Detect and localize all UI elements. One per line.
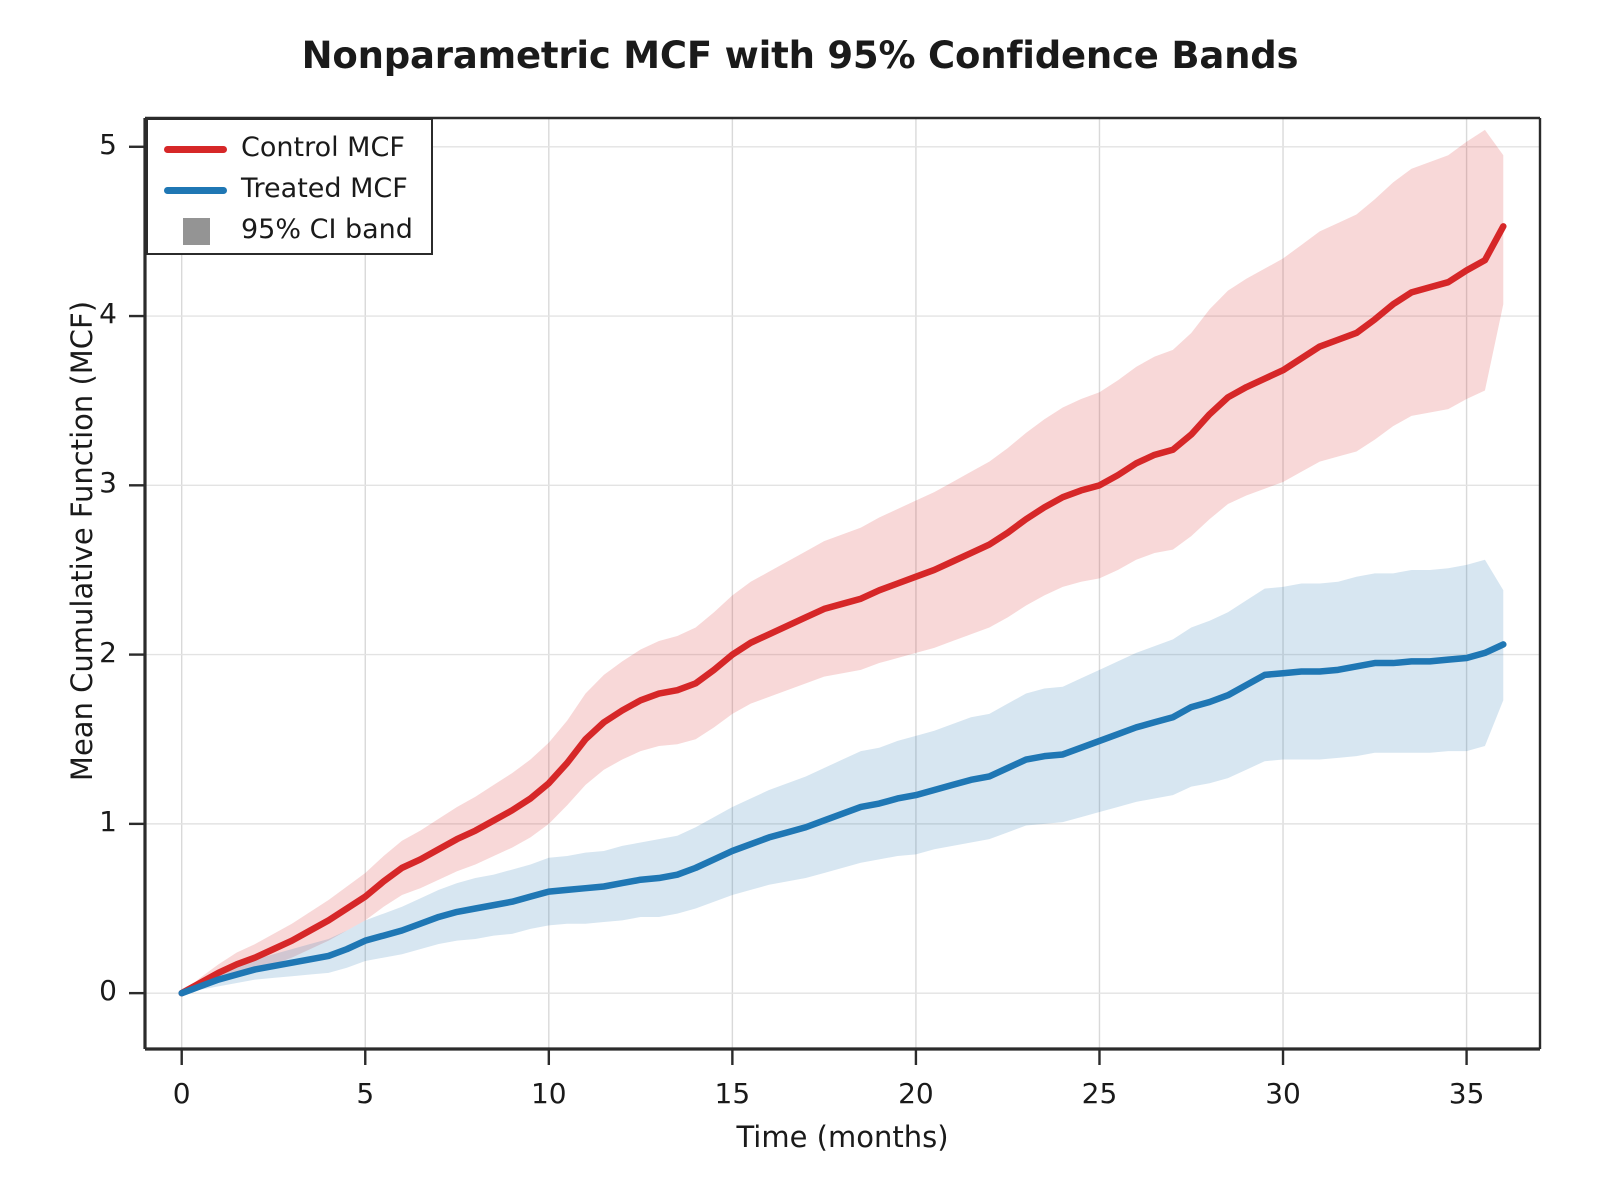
legend-patch-swatch bbox=[183, 218, 210, 245]
x-axis-label: Time (months) bbox=[736, 1120, 949, 1154]
x-tick-label: 5 bbox=[356, 1077, 375, 1110]
x-tick-label: 35 bbox=[1448, 1077, 1485, 1110]
x-tick-label: 25 bbox=[1081, 1077, 1118, 1110]
chart-title: Nonparametric MCF with 95% Confidence Ba… bbox=[301, 34, 1299, 77]
confidence-band bbox=[181, 559, 1504, 994]
y-tick-label: 5 bbox=[99, 127, 117, 161]
series-line bbox=[178, 223, 1507, 997]
plot-background bbox=[145, 118, 1540, 1049]
x-tick-label: 20 bbox=[898, 1077, 934, 1110]
chart-legend: Control MCF Treated MCF 95% CI band bbox=[146, 118, 433, 255]
x-tick-label: 15 bbox=[714, 1077, 751, 1110]
x-tick-label: 10 bbox=[530, 1077, 567, 1110]
legend-label: Treated MCF bbox=[241, 173, 408, 204]
y-tick-label: 1 bbox=[99, 804, 117, 838]
x-tick-label: 0 bbox=[172, 1077, 191, 1110]
legend-item[interactable]: Control MCF bbox=[148, 128, 435, 170]
x-tick-label: 30 bbox=[1265, 1077, 1301, 1110]
legend-label: Control MCF bbox=[241, 132, 405, 163]
y-tick-label: 0 bbox=[99, 974, 117, 1008]
y-tick-label: 2 bbox=[99, 635, 117, 669]
y-tick-label: 4 bbox=[99, 297, 117, 331]
legend-line-swatch bbox=[164, 146, 227, 153]
series-line bbox=[178, 641, 1507, 997]
legend-item[interactable]: 95% CI band bbox=[148, 210, 435, 252]
legend-line-swatch bbox=[164, 187, 227, 194]
confidence-band bbox=[181, 129, 1504, 994]
legend-label: 95% CI band bbox=[241, 214, 413, 245]
y-tick-label: 3 bbox=[99, 466, 117, 500]
legend-item[interactable]: Treated MCF bbox=[148, 169, 435, 211]
